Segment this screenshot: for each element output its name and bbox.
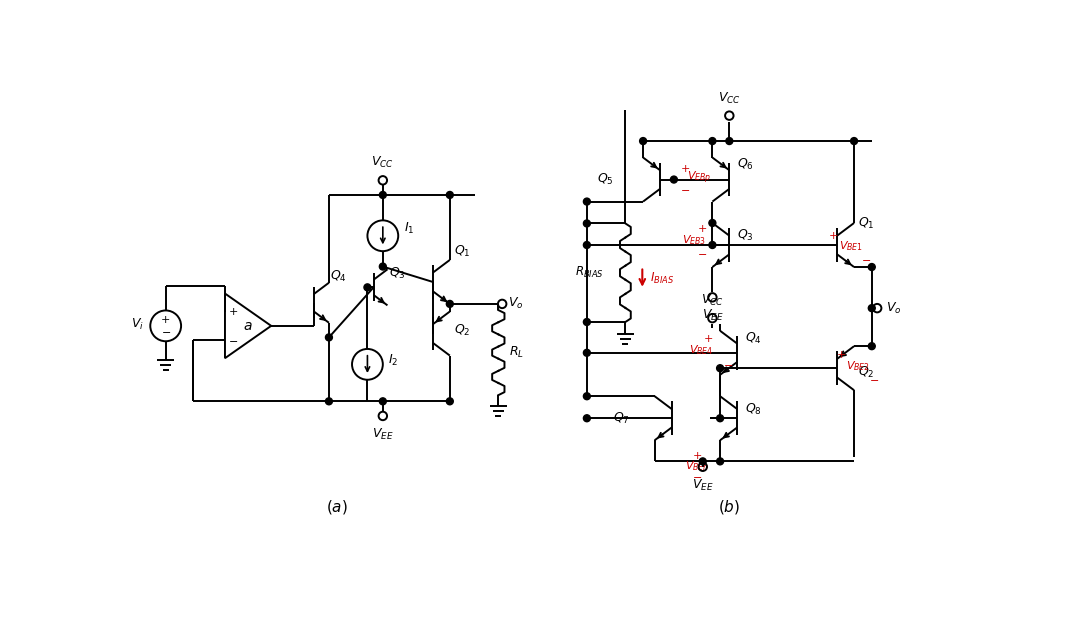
Text: $+$: $+$ [828,230,839,241]
Circle shape [700,458,706,465]
Text: $Q_3$: $Q_3$ [737,228,753,243]
Text: $-$: $-$ [869,374,880,384]
Text: $-$: $-$ [691,471,702,481]
Text: $+$: $+$ [228,306,238,318]
Text: +: + [160,316,170,326]
Circle shape [869,305,875,312]
Circle shape [583,392,591,399]
Circle shape [709,219,716,226]
Circle shape [325,334,333,341]
Text: $R_L$: $R_L$ [509,345,524,360]
Text: $Q_4$: $Q_4$ [745,331,762,346]
Text: $-$: $-$ [861,254,871,264]
Circle shape [446,398,454,405]
Text: $R_{BIAS}$: $R_{BIAS}$ [575,265,603,280]
Text: $I_{BIAS}$: $I_{BIAS}$ [649,272,674,287]
Circle shape [364,284,371,291]
Circle shape [583,319,591,326]
Circle shape [851,137,857,144]
Text: $(a)$: $(a)$ [325,498,348,516]
Text: $Q_2$: $Q_2$ [858,365,874,380]
Text: $Q_1$: $Q_1$ [454,244,470,259]
Circle shape [380,398,386,405]
Circle shape [583,241,591,248]
Text: $V_{BE4}$: $V_{BE4}$ [689,343,714,357]
Text: $-$: $-$ [228,335,238,345]
Circle shape [671,176,677,183]
Circle shape [717,365,723,372]
Text: $I_2$: $I_2$ [388,353,398,369]
Circle shape [717,458,723,465]
Circle shape [583,220,591,227]
Text: $+$: $+$ [698,222,707,234]
Text: $V_i$: $V_i$ [132,317,144,332]
Text: $Q_5$: $Q_5$ [597,172,614,187]
Circle shape [325,398,333,405]
Circle shape [717,415,723,421]
Circle shape [709,137,716,144]
Text: $+$: $+$ [703,333,713,345]
Text: $V_{CC}$: $V_{CC}$ [701,293,723,308]
Text: $-$: $-$ [722,358,733,369]
Circle shape [640,137,646,144]
Circle shape [380,192,386,198]
Text: $V_o$: $V_o$ [886,301,901,316]
Circle shape [869,343,875,350]
Text: $I_1$: $I_1$ [403,221,414,236]
Text: $Q_4$: $Q_4$ [331,268,348,284]
Text: $V_{EBp}$: $V_{EBp}$ [687,170,712,186]
Text: $V_{BE1}$: $V_{BE1}$ [839,239,862,253]
Text: $Q_1$: $Q_1$ [858,216,874,231]
Circle shape [725,137,733,144]
Circle shape [709,241,716,248]
Text: $V_{EE}$: $V_{EE}$ [702,308,723,323]
Circle shape [583,198,591,205]
Text: $(b)$: $(b)$ [718,498,740,516]
Text: $-$: $-$ [679,184,690,194]
Text: $-$: $-$ [160,326,171,336]
Text: $V_{EE}$: $V_{EE}$ [692,478,714,493]
Text: $V_o$: $V_o$ [508,296,524,311]
Text: $+$: $+$ [691,450,702,461]
Text: $a$: $a$ [243,319,253,333]
Text: $V_{CC}$: $V_{CC}$ [371,154,394,169]
Circle shape [446,192,454,198]
Text: $Q_2$: $Q_2$ [454,323,470,338]
Text: $+$: $+$ [679,163,690,173]
Text: $V_{BEn}$: $V_{BEn}$ [685,459,709,473]
Text: $V_{BE2}$: $V_{BE2}$ [846,359,870,373]
Text: $-$: $-$ [698,248,707,258]
Circle shape [583,349,591,357]
Text: $Q_7$: $Q_7$ [612,411,629,426]
Text: $Q_6$: $Q_6$ [737,157,754,172]
Text: $V_{CC}$: $V_{CC}$ [718,91,740,106]
Circle shape [583,415,591,421]
Text: $Q_3$: $Q_3$ [389,266,406,281]
Text: $V_{EB3}$: $V_{EB3}$ [682,232,706,246]
Text: $V_{EE}$: $V_{EE}$ [372,427,394,442]
Circle shape [380,263,386,270]
Circle shape [869,263,875,270]
Circle shape [446,301,454,307]
Text: $Q_8$: $Q_8$ [745,401,762,416]
Text: $+$: $+$ [836,349,846,360]
